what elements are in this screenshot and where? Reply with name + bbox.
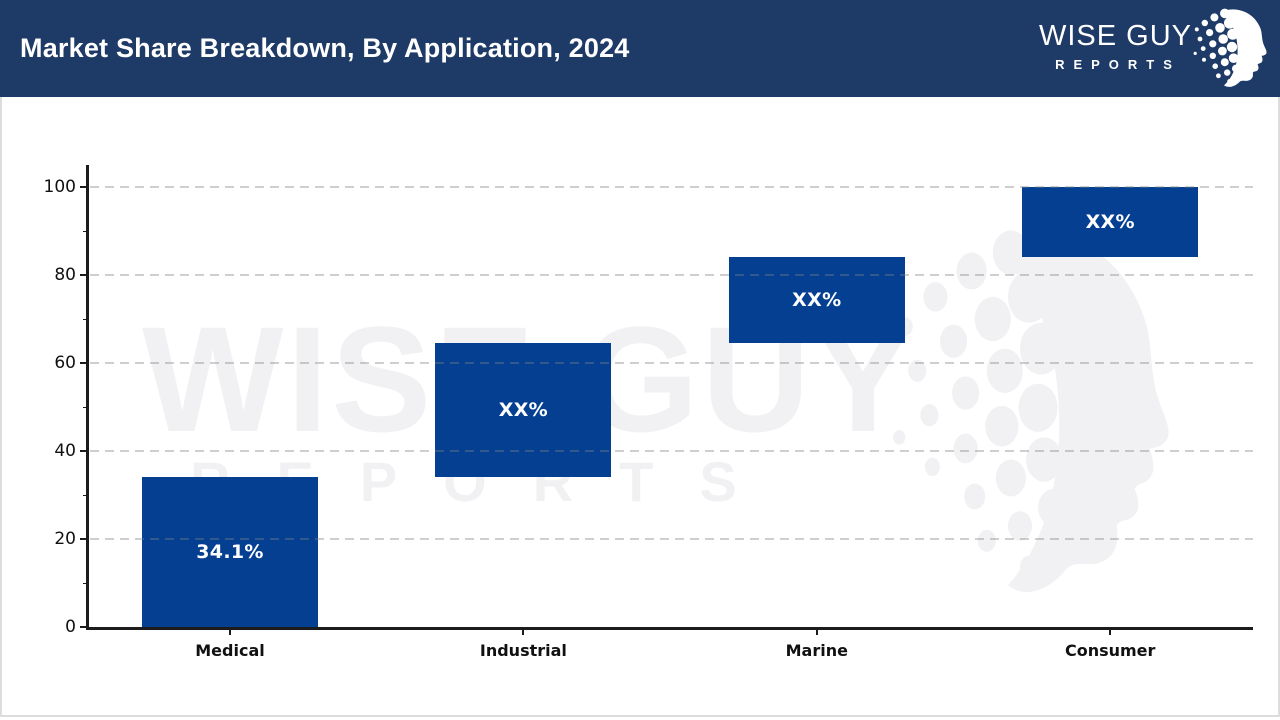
bar-value-label: XX% [1085,210,1135,233]
y-minor-tick-mark [83,318,88,320]
brand-name: WISE GUY [1038,20,1192,52]
y-minor-tick-mark [83,406,88,408]
bar-consumer: XX% [1022,187,1199,257]
x-category-label: Medical [195,641,265,660]
y-tick-mark [80,186,88,188]
bar-value-label: XX% [498,399,549,422]
x-axis-line [86,627,1253,630]
y-tick-label: 20 [54,529,76,549]
header: Market Share Breakdown, By Application, … [0,0,1280,97]
x-category-label: Consumer [1064,641,1156,660]
page-frame [0,97,1280,717]
y-tick-mark [80,274,88,276]
y-tick-label: 60 [54,353,76,373]
y-minor-tick-mark [83,582,88,584]
bar-marine: XX% [728,256,905,344]
brand-subname: REPORTS [1055,57,1181,72]
y-tick-mark [80,626,88,628]
x-tick-mark [522,627,525,635]
y-gridline [90,186,1253,188]
y-tick-mark [80,362,88,364]
bar-medical: 34.1% [142,476,318,627]
y-gridline [90,450,1253,452]
y-tick-label: 40 [54,441,76,461]
x-category-label: Marine [785,641,848,660]
y-gridline [90,362,1253,364]
x-tick-mark [229,627,231,635]
y-axis-line [86,165,89,630]
x-category-label: Industrial [479,641,567,660]
y-tick-label: 80 [54,265,76,285]
y-tick-mark [80,450,88,452]
y-tick-mark [80,538,88,540]
dotted-head-icon [1188,6,1268,92]
bar-industrial: XX% [435,343,612,477]
x-tick-mark [1109,627,1112,635]
bar-value-label: 34.1% [196,540,264,563]
waterfall-chart: WISE GUY REPORTS 0 20 40 60 80 100 34.1% Medica… [0,97,1280,720]
watermark-head-icon [872,223,1174,611]
y-tick-label: 100 [43,177,76,197]
page-title: Market Share Breakdown, By Application, … [20,33,630,63]
y-gridline [90,274,1253,276]
brand-logo-text: WISE GUY REPORTS [1038,20,1192,73]
bar-value-label: XX% [792,289,842,312]
y-minor-tick-mark [83,494,88,496]
y-tick-label: 0 [65,617,76,637]
x-tick-mark [815,627,818,635]
brand-logo: WISE GUY REPORTS [1006,4,1268,94]
y-gridline [90,538,1253,540]
y-minor-tick-mark [83,230,88,232]
